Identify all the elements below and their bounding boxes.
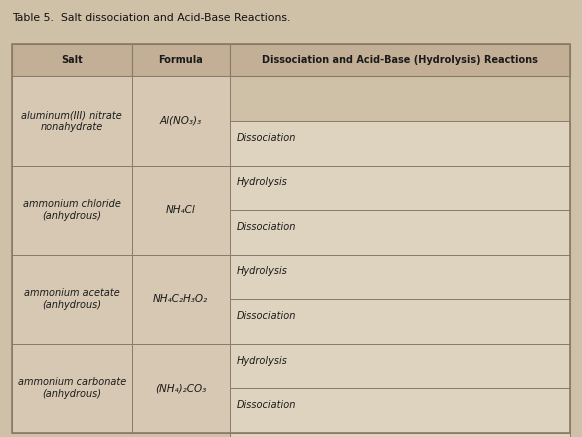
Bar <box>132 44 229 76</box>
Text: ammonium acetate
(anhydrous): ammonium acetate (anhydrous) <box>24 288 119 310</box>
Bar <box>12 166 132 254</box>
Bar <box>229 254 570 299</box>
Text: Table 5.  Salt dissociation and Acid-Base Reactions.: Table 5. Salt dissociation and Acid-Base… <box>12 13 290 23</box>
Bar <box>229 433 570 437</box>
Bar <box>132 343 229 433</box>
Bar <box>132 166 229 254</box>
Text: aluminum(III) nitrate
nonahydrate: aluminum(III) nitrate nonahydrate <box>22 110 122 132</box>
Text: Dissociation: Dissociation <box>236 400 296 410</box>
Bar <box>12 254 132 343</box>
Text: Dissociation: Dissociation <box>236 133 296 143</box>
Text: Hydrolysis: Hydrolysis <box>236 177 288 187</box>
Bar <box>132 254 229 343</box>
Bar <box>229 343 570 388</box>
Bar <box>12 44 132 76</box>
Text: Dissociation: Dissociation <box>236 222 296 232</box>
Text: Hydrolysis: Hydrolysis <box>236 267 288 277</box>
Bar <box>229 299 570 343</box>
Text: Formula: Formula <box>158 55 203 65</box>
Bar <box>229 166 570 210</box>
Bar <box>12 44 570 433</box>
Bar <box>132 76 229 166</box>
Text: Dissociation and Acid-Base (Hydrolysis) Reactions: Dissociation and Acid-Base (Hydrolysis) … <box>262 55 538 65</box>
Bar <box>12 343 132 433</box>
Bar <box>229 388 570 433</box>
Text: NH₄C₂H₃O₂: NH₄C₂H₃O₂ <box>153 294 208 304</box>
Bar <box>229 44 570 76</box>
Text: Dissociation: Dissociation <box>236 311 296 321</box>
Text: ammonium carbonate
(anhydrous): ammonium carbonate (anhydrous) <box>17 377 126 399</box>
Text: ammonium chloride
(anhydrous): ammonium chloride (anhydrous) <box>23 199 120 221</box>
Text: Al(NO₃)₃: Al(NO₃)₃ <box>159 116 202 126</box>
Bar <box>229 121 570 166</box>
Bar <box>12 76 132 166</box>
Text: (NH₄)₂CO₃: (NH₄)₂CO₃ <box>155 383 206 393</box>
Text: NH₄Cl: NH₄Cl <box>166 205 196 215</box>
Text: Hydrolysis: Hydrolysis <box>236 356 288 365</box>
Text: Salt: Salt <box>61 55 83 65</box>
Bar <box>229 210 570 254</box>
